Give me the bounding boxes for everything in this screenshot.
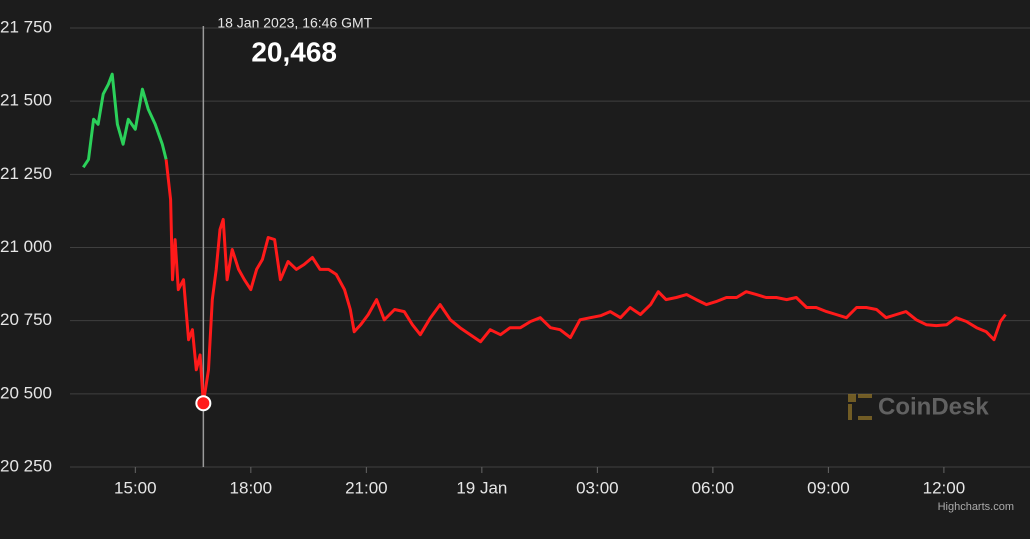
watermark-group: CoinDesk: [848, 393, 989, 420]
watermark-logo: [858, 416, 872, 420]
y-tick-label: 20 250: [0, 456, 52, 475]
tooltip-date: 18 Jan 2023, 16:46 GMT: [217, 15, 372, 31]
x-tick-label: 09:00: [807, 478, 850, 497]
y-tick-label: 21 000: [0, 237, 52, 256]
y-tick-label: 21 750: [0, 17, 52, 36]
y-tick-label: 21 500: [0, 91, 52, 110]
x-tick-label: 19 Jan: [456, 478, 507, 497]
grid: [70, 27, 1030, 468]
x-tick-label: 21:00: [345, 478, 388, 497]
watermark-logo: [848, 394, 856, 402]
tooltip-value: 20,468: [251, 36, 337, 67]
y-tick-label: 21 250: [0, 164, 52, 183]
x-tick-label: 15:00: [114, 478, 157, 497]
x-tick-label: 03:00: [576, 478, 619, 497]
watermark-logo: [848, 404, 852, 420]
x-tick-label: 18:00: [230, 478, 273, 497]
x-tick-label: 06:00: [692, 478, 735, 497]
price-line: [82, 72, 168, 169]
credit: Highcharts.com: [938, 501, 1014, 513]
watermark: CoinDesk: [878, 393, 989, 420]
y-tick-label: 20 500: [0, 383, 52, 402]
y-tick-label: 20 750: [0, 310, 52, 329]
x-tick-label: 12:00: [923, 478, 966, 497]
hover-marker: [195, 395, 212, 412]
price-line: [164, 159, 1007, 405]
watermark-logo: [858, 394, 872, 398]
